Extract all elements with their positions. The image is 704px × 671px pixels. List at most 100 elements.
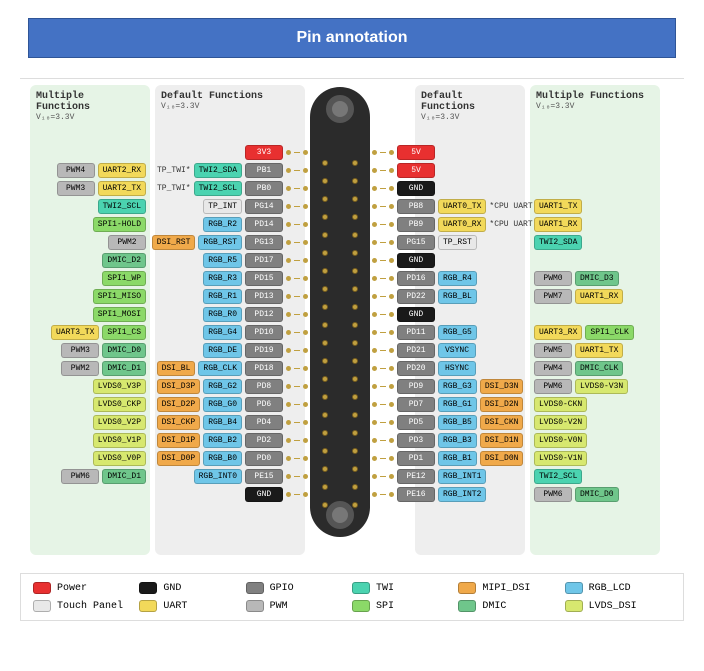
lead-dot	[389, 294, 394, 299]
pin-label: RGB_G3	[438, 379, 477, 394]
lead-dot	[303, 240, 308, 245]
pin-label: RGB_R4	[438, 271, 477, 286]
pin-label: PD4	[245, 415, 283, 430]
lead-line	[294, 242, 300, 243]
lead-dot	[372, 474, 377, 479]
pin-label: PE15	[245, 469, 283, 484]
lead-dot	[389, 474, 394, 479]
pin-label: GND	[397, 181, 435, 196]
lead-dot	[286, 276, 291, 281]
pin-label: RGB_B0	[203, 451, 242, 466]
lead-dot	[286, 402, 291, 407]
lead-line	[380, 278, 386, 279]
lead-dot	[303, 294, 308, 299]
pin-label: RGB_INT0	[194, 469, 242, 484]
pin-label: DSI_CKN	[480, 415, 524, 430]
pin-label: DSI_D2N	[480, 397, 524, 412]
lead-line	[380, 386, 386, 387]
lead-dot	[372, 276, 377, 281]
lead-line	[294, 422, 300, 423]
legend-swatch	[33, 582, 51, 594]
pin-label: DSI_D0N	[480, 451, 524, 466]
pin-label: UART1_TX	[575, 343, 623, 358]
lead-dot	[303, 276, 308, 281]
pin-label: UART3_TX	[51, 325, 99, 340]
header-pin	[322, 250, 328, 256]
pin-label: SPI1_MOSI	[93, 307, 146, 322]
lead-dot	[303, 258, 308, 263]
pin-label: PG15	[397, 235, 435, 250]
lead-line	[294, 386, 300, 387]
pin-label: PD2	[245, 433, 283, 448]
right-def-row: PD20HSYNC	[372, 361, 476, 376]
pin-label: DSI_RST	[152, 235, 196, 250]
left-def-row: PG14TP_INT	[203, 199, 308, 214]
right-mult-row: PWM0DMIC_D3	[534, 271, 619, 286]
right-def-row: GND	[372, 181, 435, 196]
left-mult-row: UART2_TXPWM3	[57, 181, 146, 196]
left-def-row: PD17RGB_R5	[203, 253, 308, 268]
header-pin	[352, 448, 358, 454]
legend: PowerGNDGPIOTWIMIPI_DSIRGB_LCDTouch Pane…	[20, 573, 684, 621]
pin-label: TWI2_SCL	[194, 181, 242, 196]
pin-label: RGB_B5	[438, 415, 477, 430]
lead-line	[380, 368, 386, 369]
panel-mult_right: Multiple FunctionsV₁₀=3.3V	[530, 85, 660, 555]
pin-label: PD8	[245, 379, 283, 394]
left-mult-row: DMIC_D0PWM3	[61, 343, 146, 358]
lead-dot	[389, 222, 394, 227]
pin-label: PB8	[397, 199, 435, 214]
pin-label: RGB_BL	[438, 289, 477, 304]
legend-swatch	[458, 600, 476, 612]
right-def-row: PE16RGB_INT2	[372, 487, 486, 502]
header-pin	[322, 394, 328, 400]
pin-label: PD12	[245, 307, 283, 322]
pin-label: UART1_TX	[534, 199, 582, 214]
header-pin	[322, 178, 328, 184]
legend-swatch	[246, 582, 264, 594]
left-mult-row: PWM2	[108, 235, 146, 250]
header-pin	[352, 430, 358, 436]
left-def-row: PD4RGB_B4DSI_CKP	[157, 415, 308, 430]
lead-dot	[372, 258, 377, 263]
legend-label: Power	[57, 583, 87, 594]
panel-sub: V₁₀=3.3V	[530, 102, 660, 115]
pin-label: PD1	[397, 451, 435, 466]
legend-label: Touch Panel	[57, 601, 123, 612]
right-def-row: 5V	[372, 145, 435, 160]
pin-label: UART3_RX	[534, 325, 582, 340]
header-pin	[322, 214, 328, 220]
header-pin	[352, 412, 358, 418]
pin-label: TWI2_SCL	[98, 199, 146, 214]
lead-line	[380, 188, 386, 189]
pin-label: RGB_R2	[203, 217, 242, 232]
pin-label: PB9	[397, 217, 435, 232]
lead-line	[380, 350, 386, 351]
legend-item: GPIO	[246, 582, 352, 594]
left-def-row: 3V3	[245, 145, 308, 160]
pin-label: DMIC_CLK	[575, 361, 623, 376]
pin-label: RGB_B1	[438, 451, 477, 466]
header-pin	[352, 304, 358, 310]
lead-dot	[303, 402, 308, 407]
pin-label: 5V	[397, 145, 435, 160]
right-mult-row: PWM5UART1_TX	[534, 343, 623, 358]
lead-line	[380, 332, 386, 333]
lead-dot	[389, 402, 394, 407]
lead-dot	[372, 204, 377, 209]
pin-label: UART2_TX	[98, 181, 146, 196]
lead-dot	[372, 402, 377, 407]
panel-sub: V₁₀=3.3V	[415, 113, 525, 126]
pin-label: PD11	[397, 325, 435, 340]
right-mult-row: UART3_RXSPI1_CLK	[534, 325, 634, 340]
lead-dot	[372, 438, 377, 443]
left-mult-row: TWI2_SCL	[98, 199, 146, 214]
pin-label: PG13	[245, 235, 283, 250]
pin-label: RGB_INT2	[438, 487, 486, 502]
header-pin	[352, 268, 358, 274]
lead-dot	[286, 366, 291, 371]
lead-dot	[389, 150, 394, 155]
lead-dot	[372, 420, 377, 425]
legend-item: RGB_LCD	[565, 582, 671, 594]
legend-swatch	[352, 582, 370, 594]
